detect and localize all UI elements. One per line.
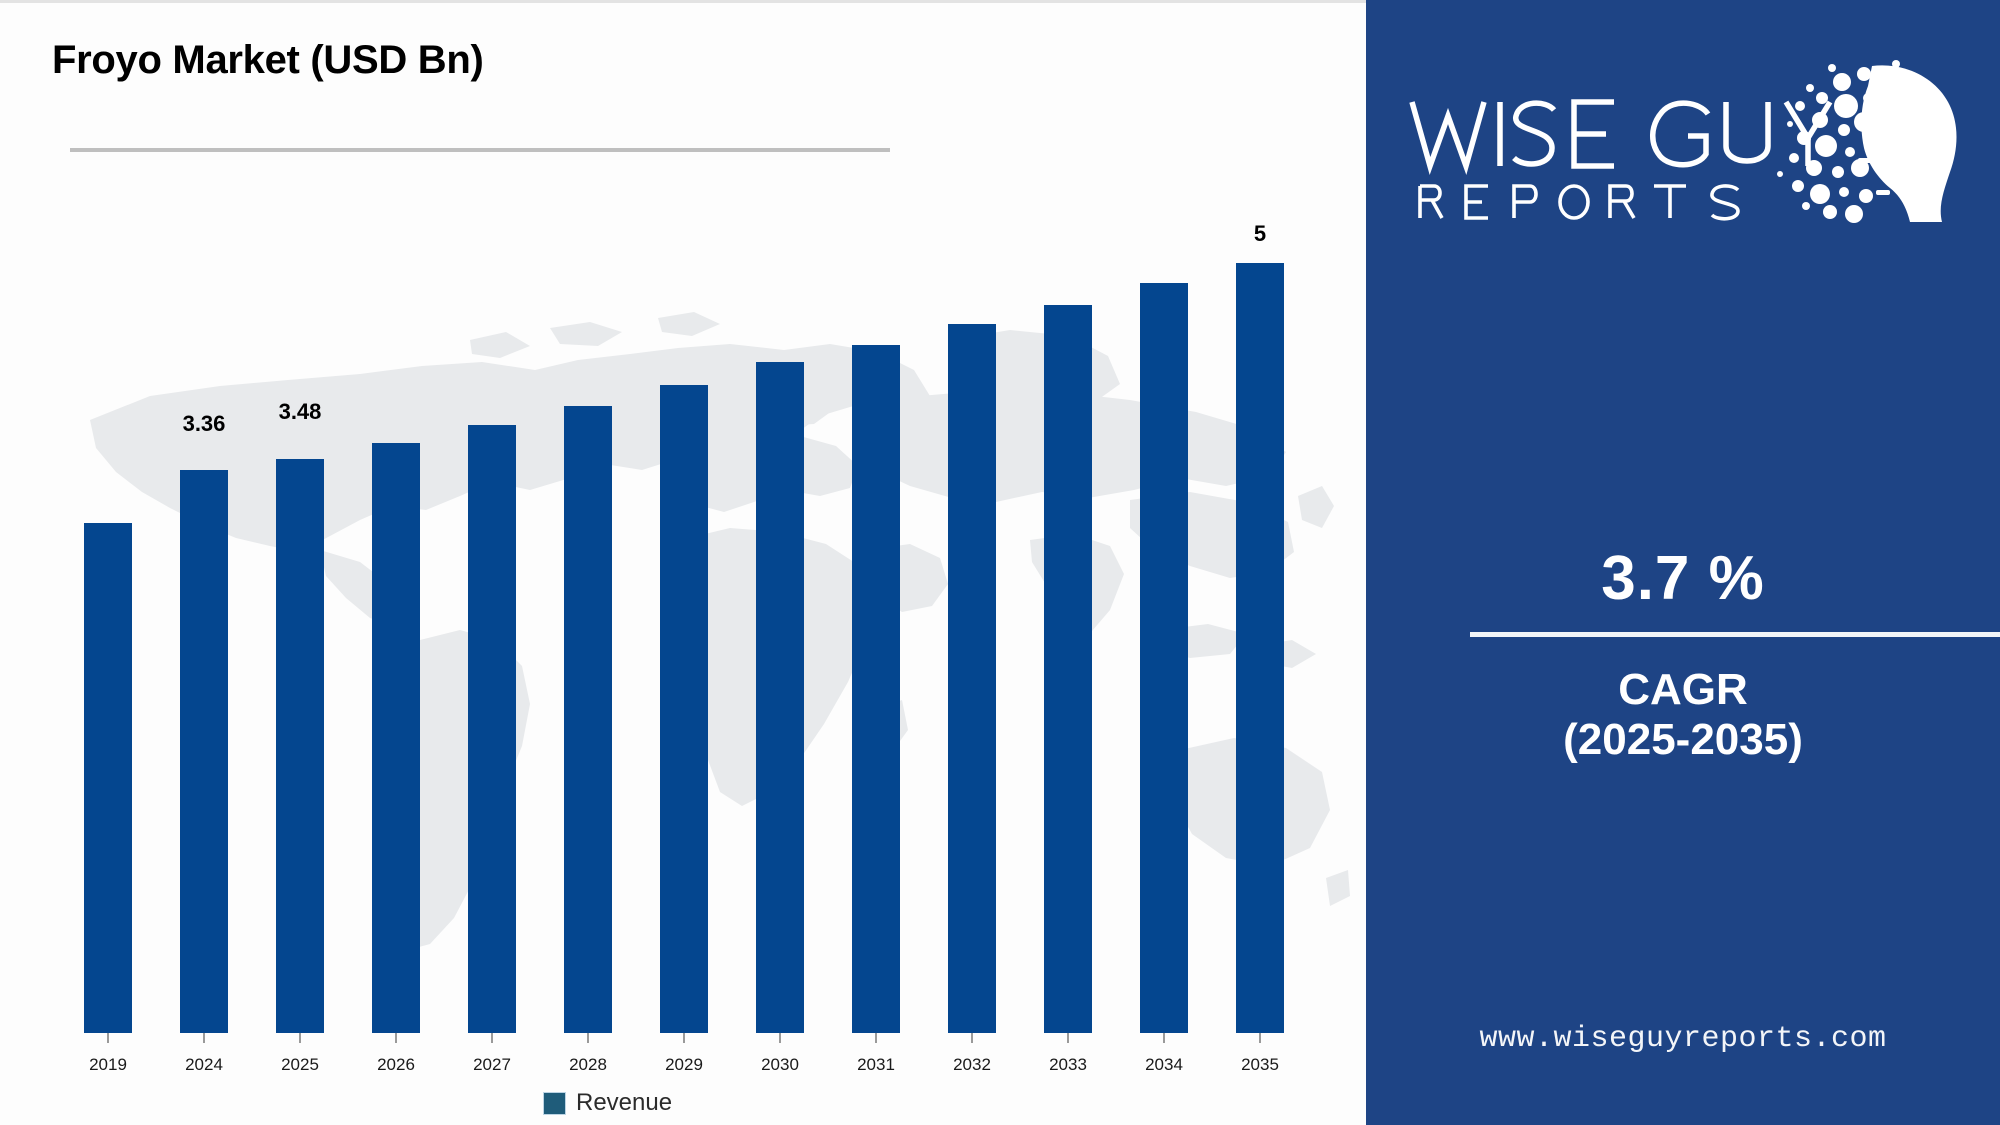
cagr-label: CAGR (1618, 665, 1748, 714)
tick-2035 (1259, 1033, 1261, 1043)
bar-2031[interactable] (852, 345, 900, 1033)
wiseguy-reports-logo-icon (1409, 60, 1957, 223)
bar-2026[interactable] (372, 443, 420, 1033)
x-axis-label-2028: 2028 (569, 1055, 607, 1074)
tick-2024 (203, 1033, 205, 1043)
bar-2025[interactable] (276, 459, 324, 1033)
x-axis-label-2026: 2026 (377, 1055, 415, 1074)
page-title: Froyo Market (USD Bn) (52, 38, 484, 82)
bar-2030[interactable] (756, 362, 804, 1033)
bar-2033[interactable] (1044, 305, 1092, 1033)
x-axis-label-2032: 2032 (953, 1055, 991, 1074)
x-axis-label-2033: 2033 (1049, 1055, 1087, 1074)
brand-panel: 3.7 % CAGR (2025-2035) www.wiseguyreport… (1366, 0, 2000, 1125)
tick-2031 (875, 1033, 877, 1043)
cagr-period: (2025-2035) (1563, 715, 1803, 764)
tick-2033 (1067, 1033, 1069, 1043)
chart-panel: Froyo Market (USD Bn) (0, 0, 1366, 1117)
legend-swatch-revenue (543, 1091, 566, 1115)
bar-2027[interactable] (468, 425, 516, 1033)
x-axis-label-2034: 2034 (1145, 1055, 1183, 1074)
x-axis-label-2025: 2025 (281, 1055, 319, 1074)
title-underline (70, 148, 890, 152)
data-label-2025: 3.48 (278, 399, 322, 424)
tick-2032 (971, 1033, 973, 1043)
tick-2019 (107, 1033, 109, 1043)
legend-label-revenue: Revenue (576, 1089, 673, 1116)
x-axis-label-2035: 2035 (1241, 1055, 1279, 1074)
tick-2029 (683, 1033, 685, 1043)
data-label-2035: 5 (1253, 221, 1267, 246)
bar-2029[interactable] (660, 385, 708, 1033)
brand-logo[interactable] (1366, 54, 2000, 224)
tick-2030 (779, 1033, 781, 1043)
top-divider (0, 0, 1366, 3)
bar-2019[interactable] (84, 523, 132, 1033)
cagr-value: 3.7 % (1601, 544, 1765, 613)
x-axis-label-2029: 2029 (665, 1055, 703, 1074)
x-axis-label-2030: 2030 (761, 1055, 799, 1074)
x-axis-label-2031: 2031 (857, 1055, 895, 1074)
data-label-2024: 3.36 (182, 411, 226, 436)
tick-2025 (299, 1033, 301, 1043)
tick-2027 (491, 1033, 493, 1043)
tick-2026 (395, 1033, 397, 1043)
bar-2034[interactable] (1140, 283, 1188, 1033)
cagr-divider (1470, 632, 2000, 637)
website-url[interactable]: www.wiseguyreports.com (1479, 1022, 1887, 1056)
tick-2028 (587, 1033, 589, 1043)
bar-2032[interactable] (948, 324, 996, 1033)
tick-2034 (1163, 1033, 1165, 1043)
bar-2035[interactable] (1236, 263, 1284, 1033)
bar-2024[interactable] (180, 470, 228, 1033)
x-axis-label-2024: 2024 (185, 1055, 223, 1074)
plot-area: 2019 3.36 2024 3.48 2025 2026 2027 2028 (84, 221, 1284, 1074)
x-axis-label-2019: 2019 (89, 1055, 127, 1074)
x-axis-label-2027: 2027 (473, 1055, 511, 1074)
chart-legend[interactable]: Revenue (543, 1089, 672, 1117)
bar-2028[interactable] (564, 406, 612, 1033)
